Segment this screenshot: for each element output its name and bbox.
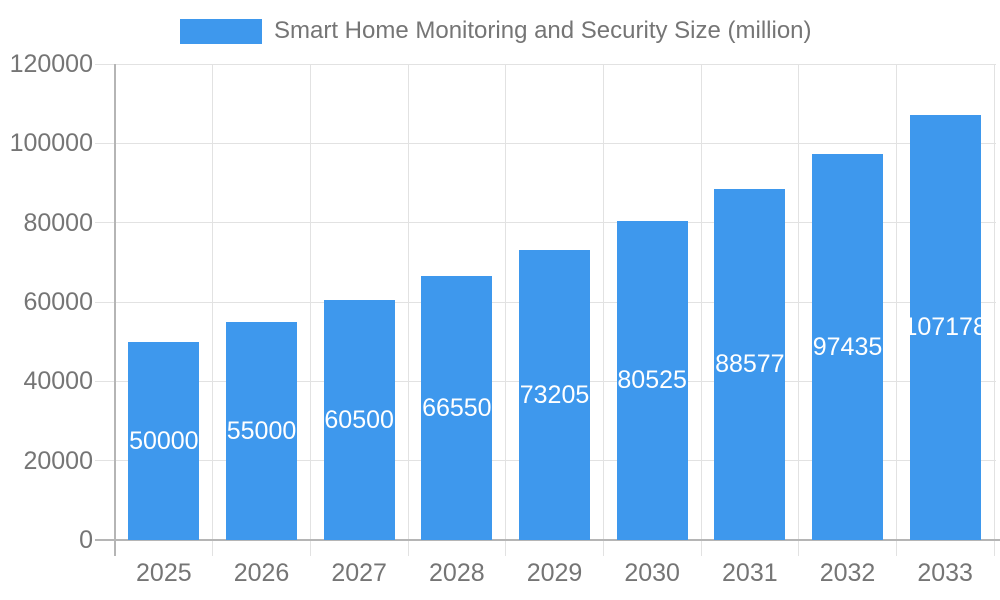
bar (323, 300, 395, 540)
bar (909, 114, 981, 540)
v-gridline (993, 64, 995, 556)
bar-value-label: 55000 (226, 416, 297, 445)
bar-value-label: 88577 (715, 350, 785, 379)
bar-value-label: 60500 (324, 406, 394, 434)
y-tick-label: 120000 (9, 50, 93, 78)
bar (519, 249, 590, 540)
h-gridline (95, 63, 996, 65)
bar (616, 220, 688, 540)
bar (128, 341, 200, 540)
y-axis-line (114, 64, 116, 556)
bar (714, 188, 786, 540)
h-gridline (95, 222, 996, 224)
bar-value-label: 80525 (617, 366, 687, 395)
x-tick-label: 2029 (526, 559, 583, 587)
v-gridline (798, 64, 800, 556)
bar-value-label: 50000 (129, 426, 199, 455)
x-tick-label: 2027 (331, 559, 387, 587)
v-gridline (407, 64, 409, 556)
bar (812, 153, 883, 540)
x-axis-line (95, 539, 1000, 541)
x-tick-label: 2031 (722, 559, 778, 587)
bar (226, 321, 297, 540)
legend-swatch-icon (180, 18, 262, 44)
y-tick-label: 0 (79, 526, 93, 554)
h-gridline (95, 142, 996, 144)
bar-value-label: 73205 (519, 380, 590, 409)
x-tick-label: 2033 (917, 559, 973, 587)
bar-value-label: 97435 (812, 332, 883, 361)
x-tick-label: 2025 (136, 559, 192, 587)
v-gridline (602, 64, 604, 556)
x-tick-label: 2028 (429, 559, 485, 587)
y-tick-label: 60000 (23, 288, 93, 316)
v-gridline (895, 64, 897, 556)
bar-value-label: 107178 (903, 313, 987, 342)
v-gridline (309, 64, 311, 556)
y-tick-label: 100000 (9, 129, 93, 158)
legend-label: Smart Home Monitoring and Security Size … (274, 17, 812, 44)
y-tick-label: 20000 (23, 446, 93, 475)
y-tick-label: 80000 (23, 208, 93, 237)
v-gridline (212, 64, 214, 556)
x-tick-label: 2032 (819, 559, 876, 587)
y-tick-label: 40000 (23, 367, 93, 396)
bar-value-label: 66550 (422, 394, 492, 422)
x-tick-label: 2030 (624, 559, 680, 587)
v-gridline (700, 64, 702, 556)
chart-legend-item[interactable]: Smart Home Monitoring and Security Size … (180, 16, 812, 46)
bar (421, 276, 493, 540)
x-tick-label: 2026 (233, 559, 290, 587)
v-gridline (505, 64, 507, 556)
